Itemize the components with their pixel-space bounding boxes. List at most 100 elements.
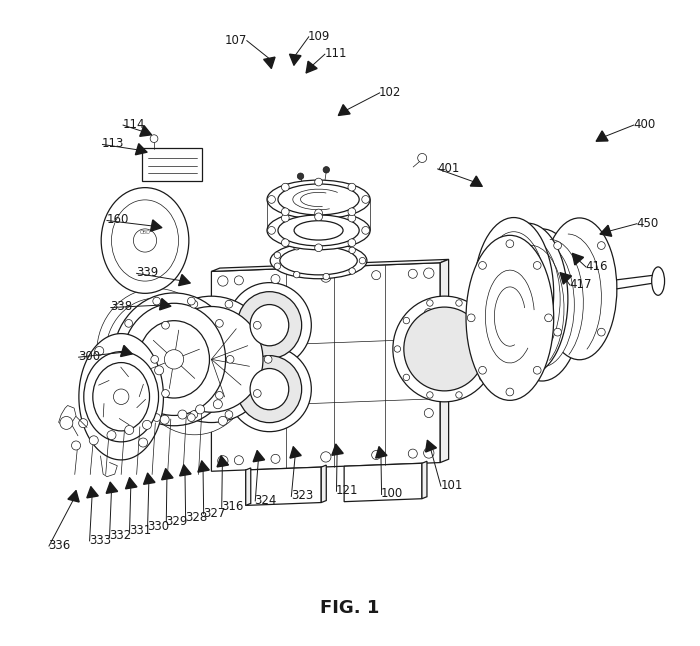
Polygon shape (344, 463, 422, 502)
Circle shape (321, 272, 331, 282)
Circle shape (418, 154, 427, 163)
Circle shape (424, 268, 434, 278)
Polygon shape (246, 467, 321, 505)
Circle shape (234, 276, 244, 285)
Circle shape (142, 421, 151, 430)
Ellipse shape (106, 298, 206, 408)
Polygon shape (211, 260, 449, 271)
Text: 102: 102 (379, 86, 401, 99)
Circle shape (323, 167, 330, 173)
Text: 111: 111 (324, 47, 346, 60)
Circle shape (348, 214, 356, 222)
Ellipse shape (97, 289, 216, 417)
Text: 339: 339 (136, 266, 158, 279)
Polygon shape (560, 273, 571, 284)
Circle shape (479, 262, 486, 269)
Circle shape (150, 135, 158, 143)
Circle shape (71, 441, 80, 450)
Circle shape (253, 322, 261, 329)
Circle shape (456, 300, 462, 306)
Polygon shape (596, 131, 608, 141)
Circle shape (226, 355, 234, 363)
Circle shape (190, 300, 197, 308)
Ellipse shape (488, 224, 568, 375)
Circle shape (225, 300, 233, 308)
Circle shape (281, 183, 289, 191)
Polygon shape (68, 490, 79, 502)
Circle shape (281, 239, 289, 247)
Text: 107: 107 (225, 34, 247, 47)
Ellipse shape (102, 187, 189, 293)
Ellipse shape (466, 235, 554, 401)
Polygon shape (150, 220, 162, 231)
Text: 330: 330 (147, 519, 169, 532)
Polygon shape (120, 346, 132, 357)
Polygon shape (332, 444, 343, 455)
Polygon shape (106, 482, 118, 494)
Text: 450: 450 (637, 216, 659, 229)
Polygon shape (79, 333, 163, 460)
Ellipse shape (267, 211, 370, 250)
Text: 333: 333 (89, 534, 111, 547)
Circle shape (162, 322, 169, 329)
Circle shape (90, 436, 98, 445)
Text: FIG. 1: FIG. 1 (321, 599, 379, 617)
Polygon shape (246, 468, 251, 505)
Circle shape (234, 455, 244, 464)
Circle shape (348, 208, 356, 216)
Circle shape (554, 242, 561, 249)
Circle shape (114, 355, 122, 363)
Ellipse shape (228, 347, 312, 432)
Polygon shape (217, 456, 228, 467)
Ellipse shape (496, 237, 560, 361)
Text: OBD: OBD (139, 230, 150, 235)
Circle shape (271, 454, 280, 463)
Polygon shape (125, 477, 137, 489)
Polygon shape (422, 461, 427, 499)
Polygon shape (338, 105, 350, 116)
Text: 160: 160 (106, 213, 129, 226)
Ellipse shape (84, 351, 159, 442)
Circle shape (139, 438, 148, 447)
Text: 100: 100 (381, 487, 403, 500)
Ellipse shape (294, 221, 343, 240)
Circle shape (348, 239, 356, 247)
Ellipse shape (267, 180, 370, 219)
Circle shape (160, 415, 169, 424)
Ellipse shape (113, 293, 235, 426)
Ellipse shape (652, 267, 664, 295)
Circle shape (162, 390, 169, 397)
Ellipse shape (482, 232, 546, 355)
Circle shape (150, 355, 159, 363)
Polygon shape (198, 461, 209, 472)
Circle shape (598, 242, 606, 249)
Circle shape (427, 300, 433, 306)
Polygon shape (180, 465, 191, 476)
Circle shape (533, 262, 541, 269)
Circle shape (372, 450, 381, 459)
Ellipse shape (393, 296, 496, 402)
Circle shape (315, 178, 323, 186)
Circle shape (125, 320, 132, 328)
Circle shape (315, 209, 323, 217)
Text: 329: 329 (166, 515, 188, 528)
Circle shape (321, 452, 331, 462)
Circle shape (214, 400, 223, 409)
Circle shape (424, 408, 433, 417)
Circle shape (125, 391, 132, 399)
Circle shape (403, 317, 410, 324)
Circle shape (349, 247, 356, 253)
Text: 332: 332 (109, 529, 131, 542)
Ellipse shape (280, 247, 357, 275)
Circle shape (456, 391, 462, 398)
Circle shape (394, 346, 400, 352)
Circle shape (281, 208, 289, 216)
Polygon shape (290, 54, 301, 65)
Text: 109: 109 (308, 30, 330, 43)
Circle shape (218, 455, 228, 466)
Circle shape (323, 242, 330, 248)
Ellipse shape (237, 291, 302, 359)
Circle shape (372, 271, 381, 280)
Ellipse shape (139, 320, 209, 398)
Circle shape (178, 410, 187, 419)
